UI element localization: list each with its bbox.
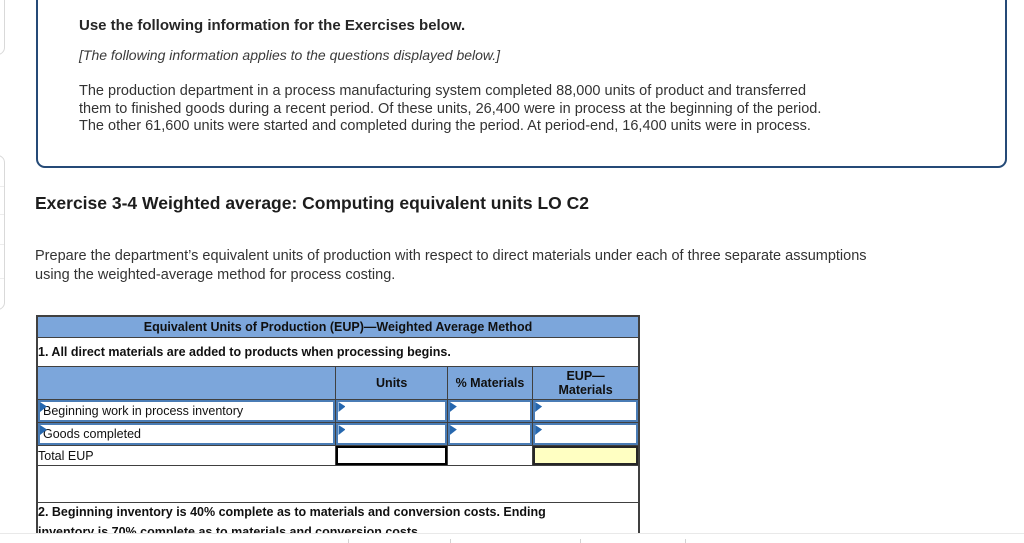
spacer-row xyxy=(36,465,640,503)
exercise-heading: Exercise 3-4 Weighted average: Computing… xyxy=(35,193,589,213)
input-goods-completed-eup-materials[interactable] xyxy=(532,422,640,446)
input-beginning-wip-eup-materials[interactable] xyxy=(532,399,640,423)
column-header-units: Units xyxy=(335,366,448,400)
input-beginning-wip-units[interactable] xyxy=(335,399,448,423)
answer-flag-icon xyxy=(40,425,47,435)
answer-flag-icon xyxy=(535,425,543,435)
answer-flag-icon xyxy=(40,402,47,412)
dropdown-beginning-wip-label[interactable]: Beginning work in process inventory xyxy=(36,399,337,423)
answer-flag-icon xyxy=(449,425,457,435)
table-row-goods-completed: Goods completed xyxy=(36,422,640,446)
table-row-total-eup: Total EUP xyxy=(36,445,640,466)
next-table-border-stub xyxy=(685,539,686,543)
answer-flag-icon xyxy=(338,402,346,412)
answer-flag-icon xyxy=(338,425,346,435)
info-box-subtitle: [The following information applies to th… xyxy=(79,47,501,63)
column-header-description xyxy=(36,366,337,400)
worksheet-title-row: Equivalent Units of Production (EUP)—Wei… xyxy=(36,315,640,338)
column-header-pct-materials: % Materials xyxy=(446,366,534,400)
input-goods-completed-pct-materials[interactable] xyxy=(446,422,534,446)
section1-label: 1. All direct materials are added to pro… xyxy=(36,337,640,367)
column-header-eup-materials: EUP— Materials xyxy=(532,366,640,400)
next-table-border-stub xyxy=(348,539,349,543)
info-box-body: The production department in a process m… xyxy=(79,83,822,134)
total-eup-label: Total EUP xyxy=(36,445,337,466)
fragment-separator xyxy=(0,214,4,215)
total-units-value xyxy=(336,446,447,465)
exercise-instructions: Prepare the department’s equivalent unit… xyxy=(35,248,867,283)
input-goods-completed-units[interactable] xyxy=(335,422,448,446)
dropdown-goods-completed-label[interactable]: Goods completed xyxy=(36,422,337,446)
viewport-clip-strip xyxy=(0,533,1024,543)
table-row-beginning-wip: Beginning work in process inventory xyxy=(36,399,640,423)
info-box-title: Use the following information for the Ex… xyxy=(79,17,466,34)
input-beginning-wip-pct-materials[interactable] xyxy=(446,399,534,423)
total-pct-materials-cell xyxy=(446,445,534,466)
worksheet: Equivalent Units of Production (EUP)—Wei… xyxy=(36,315,640,543)
row-label: Goods completed xyxy=(43,427,141,441)
input-total-eup-materials[interactable] xyxy=(532,445,640,466)
column-header-row: Units % Materials EUP— Materials xyxy=(36,366,640,400)
left-edge-card-fragment-top xyxy=(0,0,5,55)
spacer-cell xyxy=(36,465,640,503)
fragment-separator xyxy=(0,186,4,187)
section1-row: 1. All direct materials are added to pro… xyxy=(36,337,640,367)
worksheet-title: Equivalent Units of Production (EUP)—Wei… xyxy=(36,315,640,338)
next-table-border-stub xyxy=(450,539,451,543)
row-label: Beginning work in process inventory xyxy=(43,404,244,418)
input-total-units[interactable] xyxy=(335,445,448,466)
exercise-info-box: Use the following information for the Ex… xyxy=(36,0,1007,168)
section2-label: 2. Beginning inventory is 40% complete a… xyxy=(36,502,640,543)
answer-flag-icon xyxy=(449,402,457,412)
next-table-border-stub xyxy=(580,539,581,543)
section2-row: 2. Beginning inventory is 40% complete a… xyxy=(36,502,640,543)
left-edge-card-fragment-middle xyxy=(0,155,5,310)
total-eup-value xyxy=(533,446,638,465)
fragment-separator xyxy=(0,244,4,245)
fragment-separator xyxy=(0,278,4,279)
answer-flag-icon xyxy=(535,402,543,412)
